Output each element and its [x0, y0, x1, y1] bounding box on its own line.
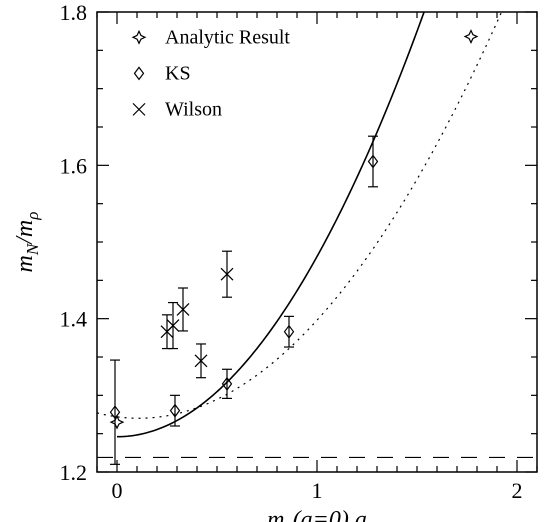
legend-label: KS [165, 62, 191, 84]
xtick-label: 0 [112, 478, 123, 503]
y-axis-label: mN/mρ [12, 212, 42, 273]
ytick-label: 1.8 [60, 0, 88, 25]
plot-background [0, 0, 558, 522]
legend-label: Wilson [165, 98, 222, 120]
legend-label: Analytic Result [165, 26, 290, 48]
ytick-label: 1.6 [60, 153, 88, 178]
ytick-label: 1.4 [60, 307, 88, 332]
xtick-label: 2 [512, 478, 523, 503]
ytick-label: 1.2 [60, 460, 88, 485]
xtick-label: 1 [312, 478, 323, 503]
x-axis-label: mρ(a=0) a [267, 507, 367, 522]
